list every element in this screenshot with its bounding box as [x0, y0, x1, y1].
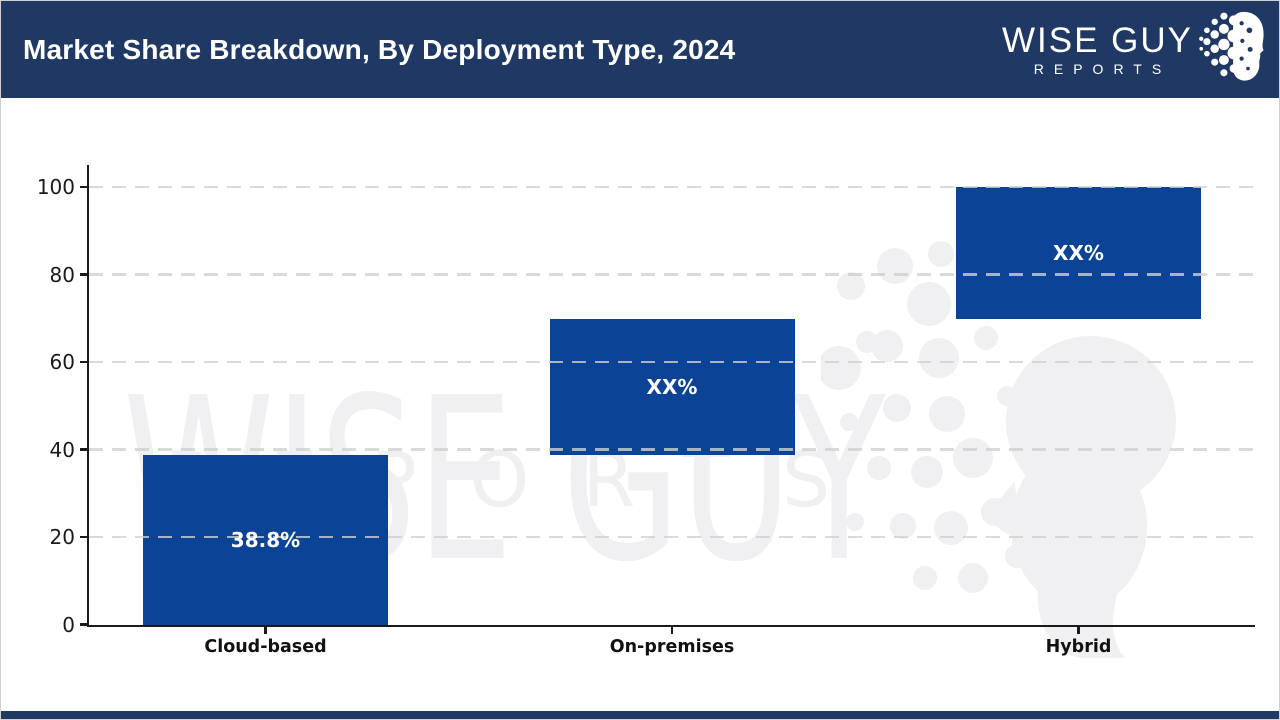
y-axis-tick-mark	[80, 535, 89, 539]
gridline-20	[89, 535, 1255, 539]
y-axis-line	[86, 165, 89, 627]
x-axis-tick-mark	[264, 627, 267, 634]
y-axis-tick-mark	[80, 448, 89, 451]
y-axis-tick-label: 40	[49, 437, 75, 462]
bar-value-label-on-premises: XX%	[646, 374, 698, 399]
footer-bar	[1, 711, 1279, 719]
chart-area: WISE GUY REPORTS	[1, 98, 1279, 713]
brand-subtitle: REPORTS	[1033, 61, 1172, 77]
page-title: Market Share Breakdown, By Deployment Ty…	[23, 33, 736, 65]
x-axis-category-label-on-premises: On-premises	[609, 637, 735, 657]
gridline-40	[89, 448, 1255, 451]
y-axis-tick-label: 20	[49, 525, 75, 549]
bar-on-premises	[549, 319, 795, 455]
y-axis-tick-mark	[80, 185, 89, 189]
brand-name: WISE GUY	[1001, 21, 1193, 60]
y-axis-tick-mark	[80, 360, 89, 364]
y-axis-tick-mark	[80, 623, 89, 626]
y-axis-tick-label: 80	[49, 262, 75, 287]
y-axis-tick-mark	[80, 273, 89, 276]
x-axis-category-label-hybrid: Hybrid	[1045, 637, 1112, 657]
x-axis-category-label-cloud-based: Cloud-based	[204, 637, 327, 657]
y-axis-tick-label: 100	[36, 175, 75, 199]
gridline-100	[89, 185, 1255, 189]
brand-logo: WISE GUY REPORTS	[1002, 7, 1279, 93]
header-bar: Market Share Breakdown, By Deployment Ty…	[1, 1, 1279, 98]
bar-cloud-based	[143, 454, 388, 625]
x-axis-line	[86, 624, 1255, 627]
brand-text: WISE GUY REPORTS	[1002, 23, 1193, 76]
bar-value-label-cloud-based: 38.8%	[230, 527, 301, 552]
bar-value-label-hybrid: XX%	[1053, 241, 1104, 266]
gridline-60	[89, 360, 1255, 364]
x-axis-tick-mark	[670, 627, 674, 634]
gridline-80	[89, 273, 1255, 276]
wiseguy-face-logo-icon	[1197, 7, 1265, 93]
x-axis-tick-mark	[1077, 627, 1080, 634]
y-axis-tick-label: 0	[62, 612, 75, 637]
y-axis-tick-label: 60	[49, 350, 75, 374]
bar-hybrid	[956, 187, 1201, 320]
